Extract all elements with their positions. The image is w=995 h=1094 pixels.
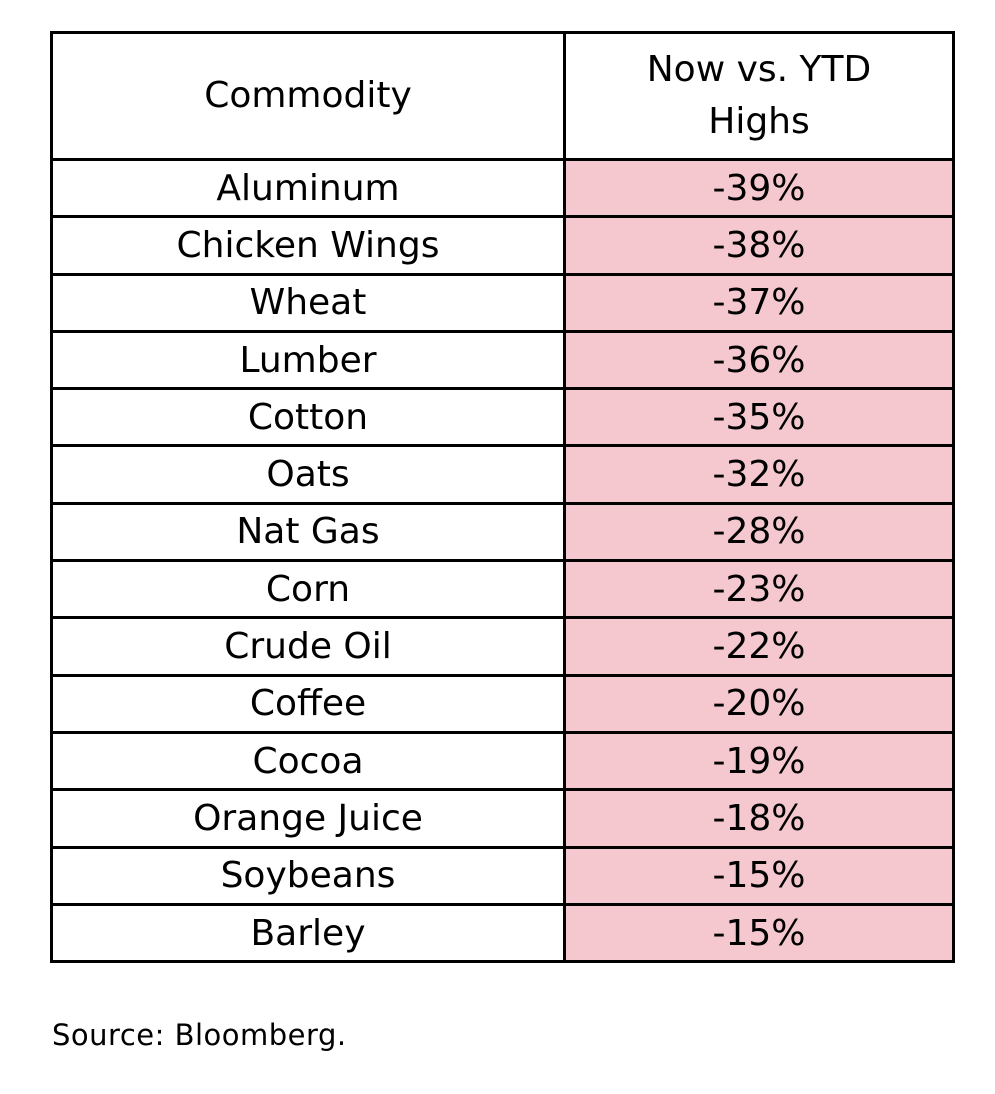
value-cell: -35%: [563, 387, 955, 448]
column-header-commodity: Commodity: [50, 31, 566, 161]
value-cell: -15%: [563, 845, 955, 906]
value-cell: -38%: [563, 215, 955, 276]
value-cell: -32%: [563, 444, 955, 505]
table-row: Cotton -35%: [50, 387, 955, 448]
value-cell: -28%: [563, 501, 955, 563]
table-row: Orange Juice -18%: [50, 788, 955, 849]
table-row: Wheat -37%: [50, 272, 955, 333]
table-row: Soybeans -15%: [50, 845, 955, 906]
table-body: Aluminum -39% Chicken Wings -38% Wheat -…: [50, 157, 955, 964]
header-line1: Now vs. YTD: [646, 48, 872, 90]
commodity-cell: Lumber: [50, 329, 566, 391]
value-cell: -23%: [563, 559, 955, 620]
value-cell: -19%: [563, 730, 955, 792]
source-caption: Source: Bloomberg.: [52, 1018, 347, 1052]
commodity-cell: Orange Juice: [50, 788, 566, 849]
table-row: Lumber -36%: [50, 329, 955, 391]
table-header: Commodity Now vs. YTD Highs: [50, 31, 955, 161]
value-cell: -18%: [563, 788, 955, 849]
table-row: Coffee -20%: [50, 673, 955, 734]
value-cell: -15%: [563, 902, 955, 964]
table-row: Nat Gas -28%: [50, 501, 955, 563]
commodity-table: Commodity Now vs. YTD Highs Aluminum -39…: [50, 31, 955, 964]
value-cell: -39%: [563, 157, 955, 219]
commodity-cell: Nat Gas: [50, 501, 566, 563]
table-row: Barley -15%: [50, 902, 955, 964]
commodity-cell: Aluminum: [50, 157, 566, 219]
value-cell: -37%: [563, 272, 955, 333]
table-row: Aluminum -39%: [50, 157, 955, 219]
commodity-cell: Chicken Wings: [50, 215, 566, 276]
table-row: Cocoa -19%: [50, 730, 955, 792]
table-row: Oats -32%: [50, 444, 955, 505]
table-row: Corn -23%: [50, 559, 955, 620]
value-cell: -22%: [563, 616, 955, 677]
value-cell: -20%: [563, 673, 955, 734]
table-row: Chicken Wings -38%: [50, 215, 955, 276]
commodity-cell: Soybeans: [50, 845, 566, 906]
commodity-table-container: Commodity Now vs. YTD Highs Aluminum -39…: [50, 31, 955, 964]
commodity-cell: Barley: [50, 902, 566, 964]
commodity-cell: Cocoa: [50, 730, 566, 792]
column-header-now-vs-ytd-highs: Now vs. YTD Highs: [563, 31, 955, 161]
commodity-cell: Wheat: [50, 272, 566, 333]
commodity-cell: Corn: [50, 559, 566, 620]
commodity-cell: Oats: [50, 444, 566, 505]
table-row: Crude Oil -22%: [50, 616, 955, 677]
commodity-cell: Cotton: [50, 387, 566, 448]
header-line2: Highs: [708, 101, 810, 142]
commodity-cell: Crude Oil: [50, 616, 566, 677]
header-row: Commodity Now vs. YTD Highs: [50, 31, 955, 161]
commodity-cell: Coffee: [50, 673, 566, 734]
value-cell: -36%: [563, 329, 955, 391]
